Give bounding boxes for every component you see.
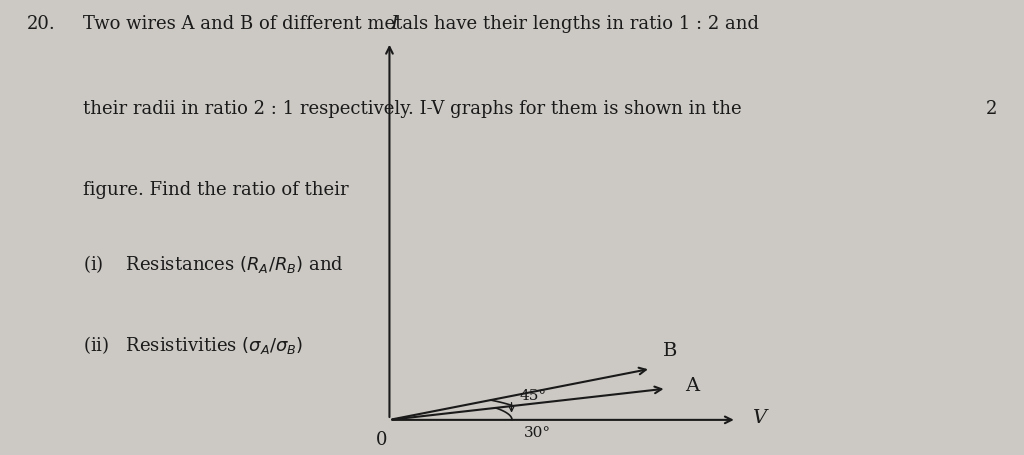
Text: figure. Find the ratio of their: figure. Find the ratio of their (83, 182, 349, 199)
Text: 0: 0 (376, 431, 387, 449)
Text: (i)    Resistances $(R_A/R_B)$ and: (i) Resistances $(R_A/R_B)$ and (83, 253, 344, 275)
Text: B: B (663, 342, 678, 360)
Text: Two wires A and B of different metals have their lengths in ratio 1 : 2 and: Two wires A and B of different metals ha… (83, 15, 759, 33)
Text: 45°: 45° (519, 389, 546, 403)
Text: I: I (391, 15, 398, 33)
Text: 2: 2 (986, 101, 997, 118)
Text: 30°: 30° (524, 425, 551, 440)
Text: V: V (752, 409, 766, 427)
Text: their radii in ratio 2 : 1 respectively. I-V graphs for them is shown in the: their radii in ratio 2 : 1 respectively.… (83, 101, 741, 118)
Text: 20.: 20. (27, 15, 55, 33)
Text: (ii)   Resistivities $(\sigma_A/\sigma_B)$: (ii) Resistivities $(\sigma_A/\sigma_B)$ (83, 334, 303, 356)
Text: A: A (685, 377, 699, 395)
